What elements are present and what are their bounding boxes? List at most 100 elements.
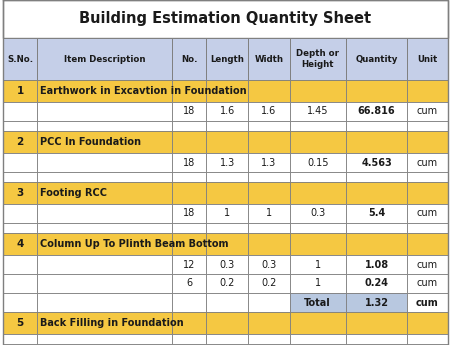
Text: 1.6: 1.6: [219, 107, 235, 117]
Bar: [407, 233, 447, 255]
Bar: [3, 344, 37, 345]
Bar: [346, 172, 407, 182]
Bar: [290, 233, 346, 255]
Bar: [407, 38, 447, 80]
Bar: [172, 121, 206, 131]
Bar: [407, 255, 447, 274]
Bar: [407, 344, 447, 345]
Text: 5: 5: [17, 318, 24, 328]
Bar: [172, 172, 206, 182]
Text: Total: Total: [304, 297, 331, 307]
Bar: [290, 153, 346, 172]
Bar: [3, 233, 37, 255]
Text: Earthwork in Excavtion in Foundation: Earthwork in Excavtion in Foundation: [40, 86, 247, 96]
Text: 18: 18: [183, 107, 195, 117]
Text: 3: 3: [17, 188, 24, 198]
Bar: [346, 38, 407, 80]
Bar: [346, 102, 407, 121]
Bar: [346, 223, 407, 233]
Bar: [206, 255, 248, 274]
Bar: [346, 344, 407, 345]
Text: Unit: Unit: [417, 55, 438, 63]
Bar: [172, 38, 206, 80]
Text: cum: cum: [417, 208, 438, 218]
Bar: [407, 121, 447, 131]
Bar: [37, 131, 172, 153]
Bar: [3, 0, 447, 38]
Bar: [346, 153, 407, 172]
Bar: [290, 80, 346, 102]
Bar: [3, 204, 37, 223]
Bar: [290, 223, 346, 233]
Bar: [206, 102, 248, 121]
Bar: [172, 344, 206, 345]
Text: 4.563: 4.563: [361, 158, 392, 168]
Bar: [37, 293, 172, 312]
Bar: [290, 204, 346, 223]
Bar: [206, 80, 248, 102]
Text: Footing RCC: Footing RCC: [40, 188, 107, 198]
Bar: [290, 121, 346, 131]
Bar: [407, 312, 447, 334]
Bar: [206, 334, 248, 344]
Bar: [172, 223, 206, 233]
Bar: [3, 293, 37, 312]
Bar: [206, 293, 248, 312]
Bar: [290, 131, 346, 153]
Text: 18: 18: [183, 208, 195, 218]
Bar: [172, 312, 206, 334]
Text: cum: cum: [417, 278, 438, 288]
Bar: [3, 312, 37, 334]
Bar: [3, 121, 37, 131]
Bar: [248, 293, 290, 312]
Bar: [346, 274, 407, 293]
Text: 1.3: 1.3: [261, 158, 276, 168]
Bar: [290, 182, 346, 204]
Bar: [407, 334, 447, 344]
Bar: [172, 102, 206, 121]
Bar: [248, 172, 290, 182]
Text: No.: No.: [181, 55, 198, 63]
Bar: [346, 182, 407, 204]
Bar: [3, 80, 37, 102]
Bar: [407, 274, 447, 293]
Text: 0.2: 0.2: [219, 278, 235, 288]
Text: 1: 1: [315, 278, 321, 288]
Bar: [248, 153, 290, 172]
Bar: [206, 204, 248, 223]
Text: 4: 4: [17, 239, 24, 249]
Bar: [346, 293, 407, 312]
Text: 0.2: 0.2: [261, 278, 277, 288]
Text: 0.24: 0.24: [365, 278, 389, 288]
Bar: [172, 131, 206, 153]
Text: 12: 12: [183, 259, 195, 269]
Bar: [346, 233, 407, 255]
Bar: [37, 274, 172, 293]
Bar: [290, 102, 346, 121]
Bar: [248, 121, 290, 131]
Bar: [172, 153, 206, 172]
Bar: [37, 312, 172, 334]
Bar: [37, 102, 172, 121]
Text: 0.3: 0.3: [261, 259, 276, 269]
Bar: [346, 121, 407, 131]
Text: 0.15: 0.15: [307, 158, 328, 168]
Bar: [290, 172, 346, 182]
Bar: [407, 223, 447, 233]
Text: 66.816: 66.816: [358, 107, 395, 117]
Bar: [37, 80, 172, 102]
Bar: [172, 182, 206, 204]
Bar: [3, 172, 37, 182]
Bar: [37, 204, 172, 223]
Text: 1.6: 1.6: [261, 107, 276, 117]
Text: 18: 18: [183, 158, 195, 168]
Bar: [172, 204, 206, 223]
Text: 5.4: 5.4: [368, 208, 385, 218]
Text: PCC In Foundation: PCC In Foundation: [40, 137, 141, 147]
Text: 1.08: 1.08: [365, 259, 389, 269]
Bar: [3, 255, 37, 274]
Bar: [206, 172, 248, 182]
Text: Back Filling in Foundation: Back Filling in Foundation: [40, 318, 184, 328]
Bar: [172, 80, 206, 102]
Text: 1: 1: [224, 208, 230, 218]
